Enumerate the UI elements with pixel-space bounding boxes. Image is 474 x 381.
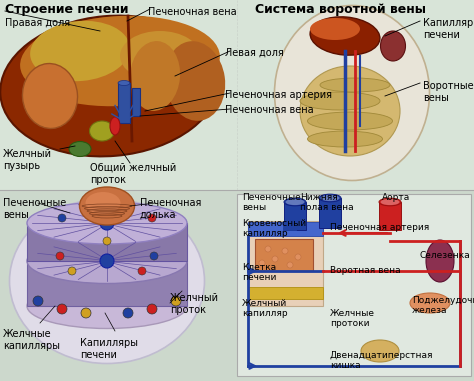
Text: Нижняя
полая вена: Нижняя полая вена (300, 193, 354, 212)
Ellipse shape (379, 198, 401, 206)
Text: Печеночная вена: Печеночная вена (225, 105, 314, 115)
Bar (237, 194, 471, 376)
Bar (27, 223, 187, 261)
Ellipse shape (308, 131, 383, 147)
Circle shape (265, 246, 271, 252)
Text: Воротная вена: Воротная вена (330, 266, 401, 275)
Text: Аорта: Аорта (382, 193, 410, 202)
Ellipse shape (426, 240, 454, 282)
Ellipse shape (274, 5, 429, 181)
Ellipse shape (9, 199, 204, 363)
Circle shape (58, 214, 66, 222)
Text: Общий желчный
проток: Общий желчный проток (90, 163, 176, 185)
Ellipse shape (310, 18, 360, 40)
Ellipse shape (27, 283, 187, 328)
Text: Желчный
проток: Желчный проток (170, 293, 219, 315)
Text: Система воротной вены: Система воротной вены (255, 3, 426, 16)
Ellipse shape (286, 199, 304, 205)
Bar (379, 202, 401, 230)
Bar (248, 221, 323, 306)
Ellipse shape (320, 78, 390, 92)
Circle shape (33, 296, 43, 306)
Text: Поджелудочная
железа: Поджелудочная железа (412, 296, 474, 315)
Circle shape (138, 267, 146, 275)
Ellipse shape (381, 31, 405, 61)
Ellipse shape (165, 41, 225, 121)
Text: Левая доля: Левая доля (225, 48, 284, 58)
Bar (27, 261, 187, 306)
Ellipse shape (30, 21, 130, 81)
Bar (132, 88, 140, 116)
Text: Желчный
капилляр: Желчный капилляр (242, 299, 288, 319)
Ellipse shape (130, 41, 180, 111)
Bar (248, 222, 323, 236)
Circle shape (259, 260, 265, 266)
Circle shape (272, 256, 278, 262)
Text: Воротные
вены: Воротные вены (423, 81, 474, 102)
Text: Строение печени: Строение печени (5, 3, 128, 16)
Bar (0, 190, 474, 381)
Ellipse shape (361, 340, 399, 362)
Circle shape (282, 248, 288, 254)
Ellipse shape (22, 64, 78, 128)
Circle shape (103, 237, 111, 245)
Circle shape (123, 308, 133, 318)
Text: Желчные
протоки: Желчные протоки (330, 309, 375, 328)
Circle shape (68, 267, 76, 275)
Ellipse shape (319, 194, 341, 202)
Circle shape (100, 254, 114, 268)
Ellipse shape (310, 17, 380, 55)
Circle shape (81, 308, 91, 318)
Circle shape (295, 254, 301, 260)
Ellipse shape (20, 16, 220, 106)
Ellipse shape (80, 187, 135, 225)
Text: Двенадцатиперстная
кишка: Двенадцатиперстная кишка (330, 351, 434, 370)
Bar (319, 198, 341, 228)
Text: Печеночные
вены: Печеночные вены (242, 193, 301, 212)
Ellipse shape (118, 80, 130, 85)
Ellipse shape (300, 66, 400, 156)
Ellipse shape (381, 199, 400, 205)
Text: Печеночная
долька: Печеночная долька (140, 198, 201, 219)
Ellipse shape (284, 198, 306, 206)
Circle shape (148, 214, 156, 222)
Ellipse shape (27, 239, 187, 283)
Text: Правая доля: Правая доля (5, 18, 70, 28)
Text: Желчные
капилляры: Желчные капилляры (3, 329, 60, 351)
Circle shape (287, 262, 293, 268)
Bar (0, 0, 474, 190)
Bar (118, 83, 130, 123)
Circle shape (150, 252, 158, 260)
Circle shape (100, 216, 114, 230)
Ellipse shape (300, 92, 380, 110)
Bar (248, 287, 323, 299)
Text: Печеночная артерия: Печеночная артерия (330, 223, 429, 232)
Circle shape (147, 304, 157, 314)
Ellipse shape (27, 202, 187, 244)
Text: Печеночная артерия: Печеночная артерия (225, 90, 332, 100)
Ellipse shape (69, 141, 91, 157)
Text: Кровеносный
капилляр: Кровеносный капилляр (242, 219, 306, 239)
Ellipse shape (308, 112, 392, 130)
Circle shape (57, 304, 67, 314)
Circle shape (56, 252, 64, 260)
Ellipse shape (410, 293, 450, 313)
Ellipse shape (90, 121, 115, 141)
Ellipse shape (85, 192, 120, 214)
Ellipse shape (110, 117, 120, 135)
Circle shape (103, 202, 111, 210)
Text: Селезенка: Селезенка (420, 251, 471, 260)
Text: Печеночная вена: Печеночная вена (148, 7, 237, 17)
Text: Печеночные
вены: Печеночные вены (3, 198, 66, 219)
Text: Клетка
печени: Клетка печени (242, 263, 276, 282)
Text: Капилляры
печени: Капилляры печени (423, 18, 474, 40)
Bar (284, 202, 306, 230)
Text: Капилляры
печени: Капилляры печени (80, 338, 138, 360)
Ellipse shape (320, 195, 339, 201)
Ellipse shape (120, 31, 200, 81)
Circle shape (171, 296, 181, 306)
Text: Желчный
пузырь: Желчный пузырь (3, 149, 52, 171)
Ellipse shape (0, 16, 220, 156)
Bar (255, 239, 313, 271)
